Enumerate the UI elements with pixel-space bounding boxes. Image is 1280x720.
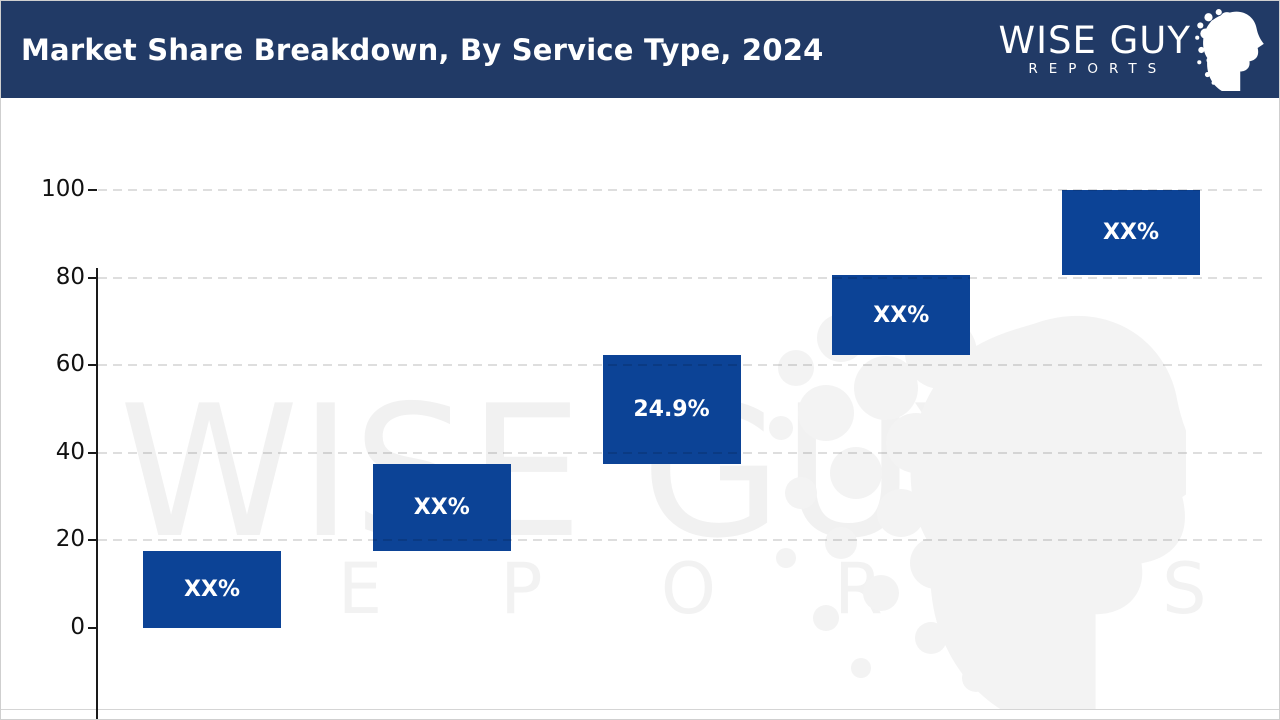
y-tick-mark (88, 276, 97, 279)
brand-face-icon (1195, 8, 1264, 91)
y-tick-label: 80 (55, 263, 85, 290)
y-axis-spine (96, 268, 98, 719)
y-tick-label: 0 (70, 614, 85, 640)
y-tick-mark (88, 451, 97, 454)
bar-segment: 24.9% (602, 355, 741, 465)
y-tick-label: 100 (41, 176, 85, 202)
y-tick-mark (88, 539, 97, 542)
bar-value-label: XX% (873, 302, 930, 328)
bar-segment: XX% (372, 464, 511, 551)
brand-logo-text: WISE GUY REPORTS (999, 22, 1191, 77)
chart-title: Market Share Breakdown, By Service Type,… (21, 32, 824, 67)
y-tick-label: 20 (55, 526, 85, 553)
footer-strip (1, 709, 1279, 719)
bar-segment: XX% (1062, 190, 1200, 275)
bar-value-label: XX% (1103, 219, 1159, 245)
gridline (98, 539, 1262, 542)
gridline (98, 189, 1262, 191)
y-tick-mark (88, 627, 97, 629)
brand-name: WISE GUY (998, 19, 1191, 62)
y-tick-mark (88, 364, 97, 367)
bar-value-label: 24.9% (633, 397, 710, 423)
bar-value-label: XX% (413, 495, 470, 521)
bar-value-label: XX% (184, 576, 240, 602)
brand-logo: WISE GUY REPORTS (999, 7, 1267, 93)
gridline (98, 276, 1262, 279)
y-tick-mark (88, 189, 97, 191)
header-bar: Market Share Breakdown, By Service Type,… (1, 1, 1279, 98)
bar-segment: XX% (832, 274, 971, 356)
gridline (98, 451, 1262, 454)
bar-segment: XX% (143, 550, 281, 628)
y-tick-label: 60 (55, 351, 85, 378)
gridline (98, 364, 1262, 367)
brand-subname: REPORTS (1028, 61, 1168, 77)
watermark-face-icon (769, 308, 1186, 712)
waterfall-chart: WISE GUY R E P O R T S 0 20 40 60 80 100 XX% X… (1, 98, 1279, 719)
y-tick-label: 40 (55, 438, 85, 465)
